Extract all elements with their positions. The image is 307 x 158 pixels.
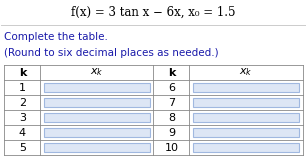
- FancyBboxPatch shape: [44, 83, 150, 92]
- Text: 2: 2: [19, 97, 26, 108]
- FancyBboxPatch shape: [44, 128, 150, 137]
- Text: (Round to six decimal places as needed.): (Round to six decimal places as needed.): [4, 48, 219, 58]
- Text: k: k: [19, 67, 26, 78]
- Text: 3: 3: [19, 112, 26, 123]
- Text: Complete the table.: Complete the table.: [4, 32, 108, 43]
- FancyBboxPatch shape: [193, 98, 299, 107]
- Text: $x_k$: $x_k$: [90, 67, 104, 78]
- FancyBboxPatch shape: [44, 113, 150, 122]
- FancyBboxPatch shape: [193, 113, 299, 122]
- Text: 10: 10: [164, 143, 178, 153]
- Text: 7: 7: [168, 97, 175, 108]
- FancyBboxPatch shape: [44, 143, 150, 152]
- FancyBboxPatch shape: [193, 143, 299, 152]
- Text: 1: 1: [19, 82, 26, 93]
- Text: 6: 6: [168, 82, 175, 93]
- Text: $x_k$: $x_k$: [239, 67, 253, 78]
- FancyBboxPatch shape: [193, 128, 299, 137]
- FancyBboxPatch shape: [193, 83, 299, 92]
- Text: k: k: [168, 67, 175, 78]
- Text: 4: 4: [19, 128, 26, 138]
- Text: 8: 8: [168, 112, 175, 123]
- Text: f(x) = 3 tan x − 6x, x₀ = 1.5: f(x) = 3 tan x − 6x, x₀ = 1.5: [71, 6, 236, 19]
- Text: 9: 9: [168, 128, 175, 138]
- Text: 5: 5: [19, 143, 26, 153]
- FancyBboxPatch shape: [44, 98, 150, 107]
